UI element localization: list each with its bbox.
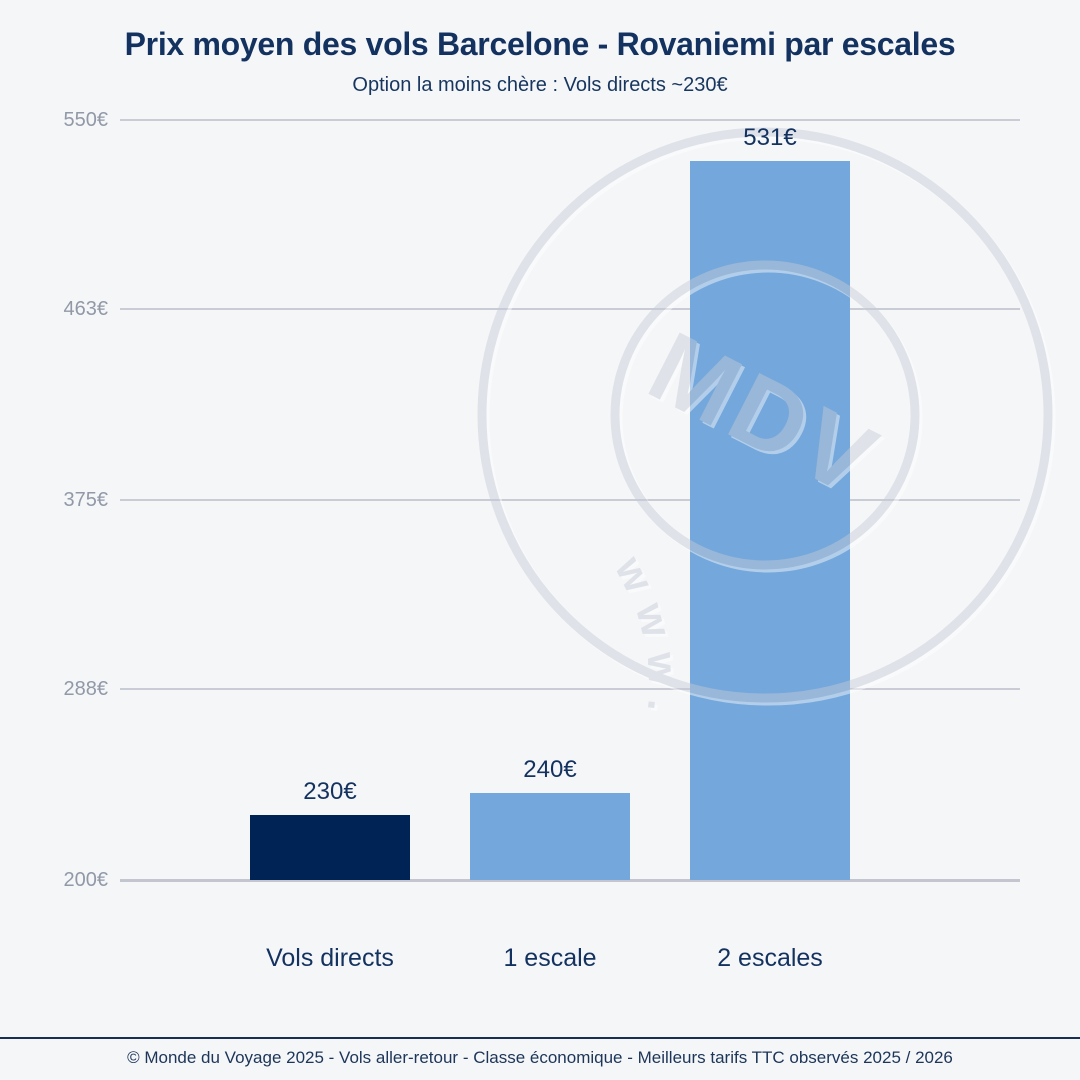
y-tick-label: 463€: [63, 297, 109, 320]
gridline: [120, 307, 1020, 310]
bar-value-label: 230€: [303, 777, 357, 805]
x-category-label: 1 escale: [503, 944, 597, 972]
bar-vols-directs: [250, 814, 410, 880]
footer-divider: [0, 1037, 1080, 1039]
y-tick-label: 375€: [63, 489, 109, 511]
x-category-label: 2 escales: [717, 944, 823, 972]
bar-value-label: 531€: [743, 124, 797, 152]
y-tick-label: 550€: [63, 109, 109, 131]
gridline: [120, 499, 1020, 501]
footer-text: © Monde du Voyage 2025 - Vols aller-reto…: [127, 1048, 953, 1067]
x-category-label: Vols directs: [266, 944, 394, 972]
gridline: [120, 119, 1020, 121]
bar-2-escales: [690, 161, 850, 880]
y-tick-label: 200€: [63, 869, 109, 891]
bar-1-escale: [470, 793, 630, 880]
chart-title: Prix moyen des vols Barcelone - Rovaniem…: [124, 26, 956, 62]
y-tick-label: 288€: [63, 677, 109, 700]
bar-value-label: 240€: [523, 756, 577, 784]
gridline: [120, 879, 1020, 882]
gridline: [120, 687, 1020, 690]
chart-subtitle: Option la moins chère : Vols directs ~23…: [352, 74, 728, 96]
